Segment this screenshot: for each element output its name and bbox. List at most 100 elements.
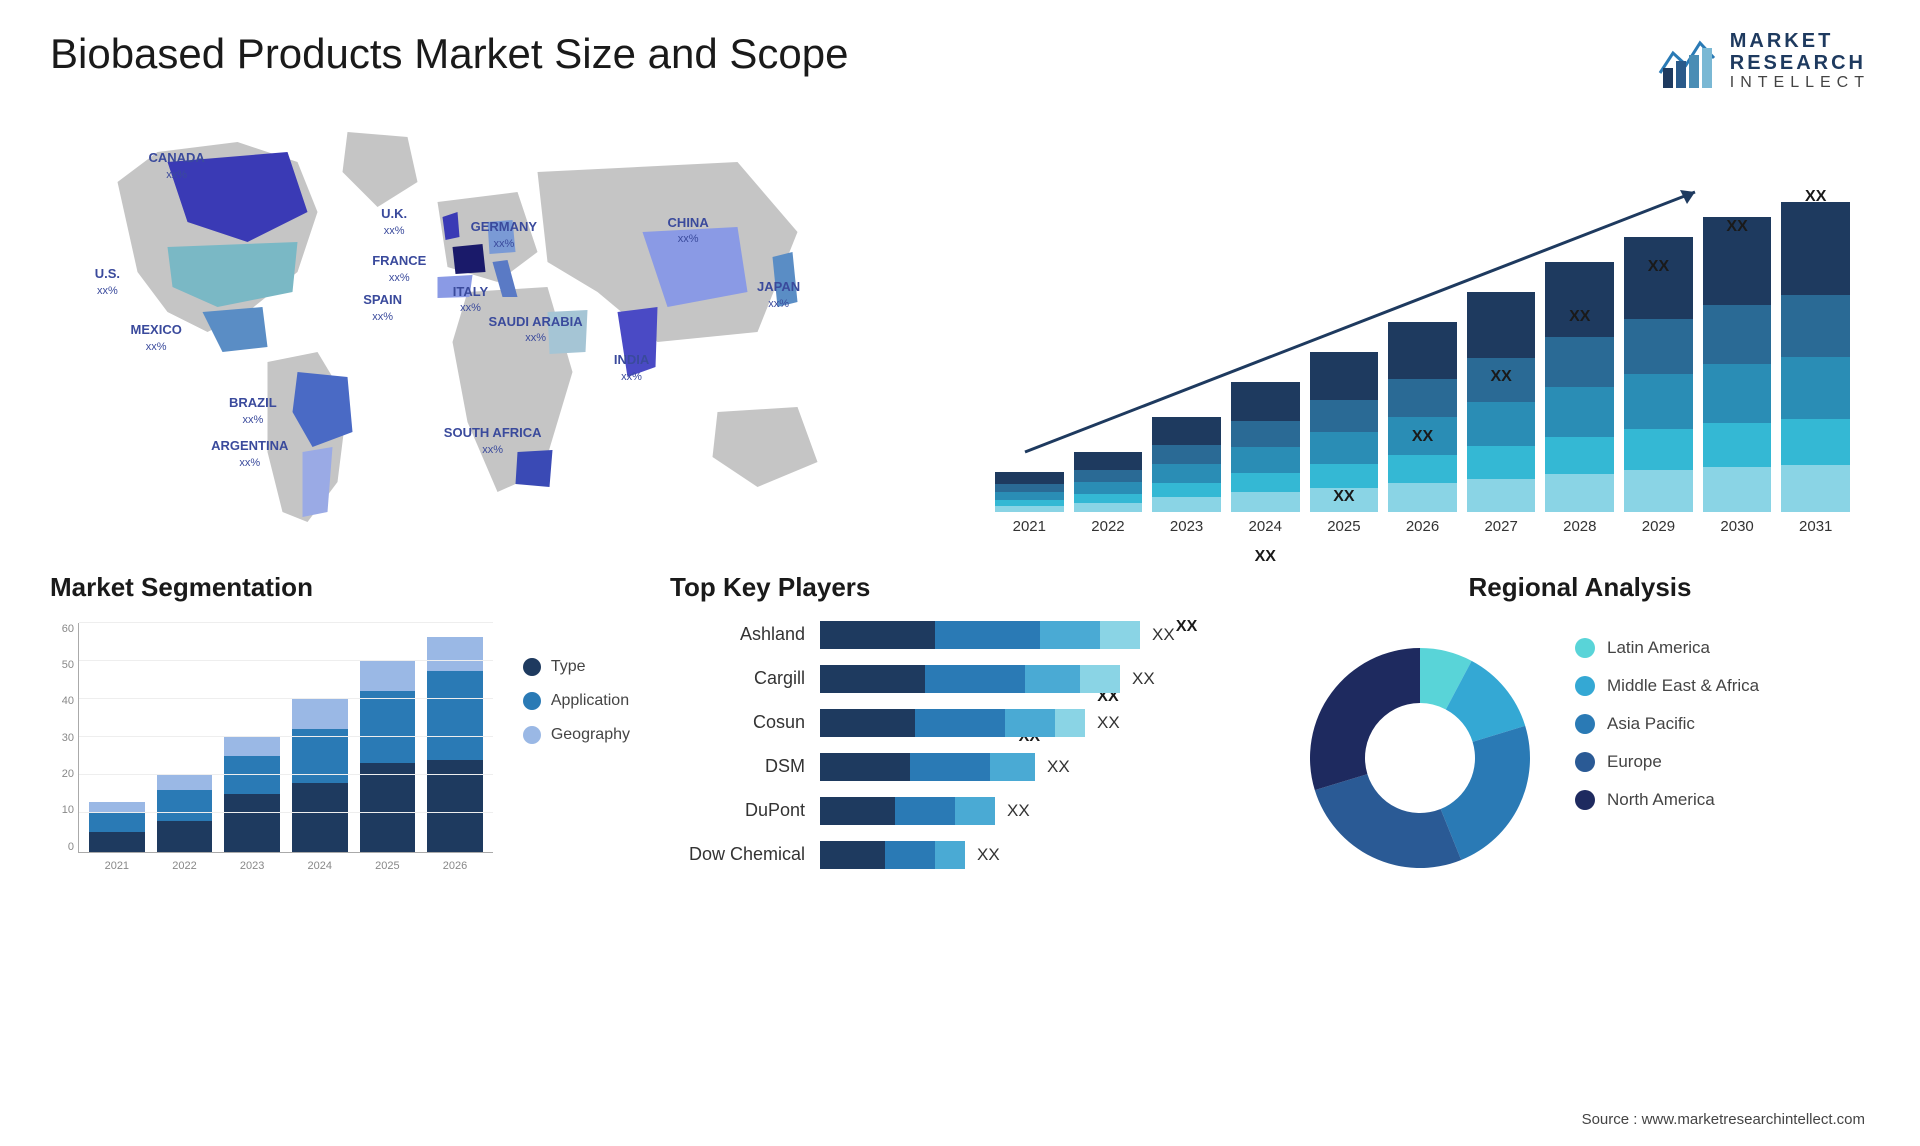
player-bar-segment	[915, 709, 1005, 737]
growth-bar: XX	[1310, 352, 1379, 512]
map-label: GERMANYxx%	[471, 219, 537, 251]
region-panel: Regional Analysis Latin America Middle E…	[1290, 572, 1870, 912]
growth-bar-segment	[1074, 503, 1143, 512]
growth-bar-value: XX	[1388, 428, 1457, 446]
legend-dot-icon	[1575, 676, 1595, 696]
player-bar-segment	[820, 797, 895, 825]
donut-slice	[1441, 725, 1530, 859]
growth-bar-segment	[1467, 292, 1536, 358]
map-label: ARGENTINAxx%	[211, 438, 288, 470]
growth-bar: XX	[1781, 202, 1850, 512]
region-legend-label: Middle East & Africa	[1607, 676, 1759, 696]
map-label: INDIAxx%	[614, 352, 649, 384]
seg-year-label: 2025	[360, 860, 416, 872]
legend-dot-icon	[1575, 714, 1595, 734]
seg-year-label: 2022	[157, 860, 213, 872]
region-title: Regional Analysis	[1290, 572, 1870, 603]
player-bar-segment	[1005, 709, 1055, 737]
growth-bar-segment	[1545, 437, 1614, 475]
growth-bar-segment	[1152, 417, 1221, 446]
player-bar	[820, 753, 1035, 781]
growth-bar-segment	[1310, 352, 1379, 400]
player-value: XX	[1132, 669, 1155, 689]
map-label: MEXICOxx%	[131, 322, 182, 354]
world-map-panel: CANADAxx%U.S.xx%MEXICOxx%BRAZILxx%ARGENT…	[50, 112, 945, 542]
logo-bars-icon	[1658, 33, 1718, 88]
growth-bar-value: XX	[1467, 368, 1536, 386]
growth-year-label: 2024	[1231, 518, 1300, 542]
region-legend-label: Asia Pacific	[1607, 714, 1695, 734]
source-text: Source : www.marketresearchintellect.com	[1582, 1111, 1865, 1128]
seg-bar	[224, 737, 280, 852]
growth-bar-segment	[1545, 474, 1614, 512]
map-label: FRANCExx%	[372, 253, 426, 285]
player-bar-segment	[1025, 665, 1080, 693]
growth-bar-segment	[1310, 432, 1379, 464]
player-name: Cosun	[670, 712, 820, 733]
legend-dot-icon	[1575, 790, 1595, 810]
logo-word-3: INTELLECT	[1730, 74, 1870, 92]
growth-bar-segment	[1467, 479, 1536, 512]
growth-bar-segment	[1152, 445, 1221, 464]
seg-bar-segment	[89, 832, 145, 851]
player-bar-segment	[925, 665, 1025, 693]
growth-bar-value: XX	[1545, 308, 1614, 326]
player-name: Dow Chemical	[670, 844, 820, 865]
player-bar-segment	[820, 665, 925, 693]
growth-year-label: 2023	[1152, 518, 1221, 542]
player-name: DSM	[670, 756, 820, 777]
player-bar	[820, 797, 995, 825]
player-bar-segment	[955, 797, 995, 825]
growth-bar-segment	[1703, 305, 1772, 364]
logo: MARKET RESEARCH INTELLECT	[1658, 30, 1870, 92]
player-bar-segment	[820, 709, 915, 737]
growth-bar-segment	[1074, 452, 1143, 470]
players-title: Top Key Players	[670, 572, 1250, 603]
player-row: Cargill XX	[670, 662, 1250, 696]
map-label: ITALYxx%	[453, 284, 488, 316]
growth-bar-segment	[1231, 447, 1300, 473]
map-label: CANADAxx%	[148, 150, 204, 182]
seg-legend-item: Application	[523, 692, 630, 710]
seg-bar	[427, 637, 483, 852]
region-legend-item: Europe	[1575, 752, 1759, 772]
growth-bar-segment	[1388, 322, 1457, 379]
growth-bar-segment	[1467, 402, 1536, 446]
seg-bar-segment	[224, 737, 280, 756]
growth-bar-segment	[1074, 482, 1143, 494]
seg-ytick: 40	[50, 695, 78, 707]
seg-legend-item: Geography	[523, 726, 630, 744]
map-label: SOUTH AFRICAxx%	[444, 425, 542, 457]
player-value: XX	[977, 845, 1000, 865]
growth-bar-segment	[1467, 446, 1536, 479]
growth-bar-segment	[1781, 465, 1850, 512]
growth-bar-segment	[1152, 464, 1221, 483]
player-value: XX	[1047, 757, 1070, 777]
growth-bar-segment	[1231, 421, 1300, 447]
growth-bar-value: XX	[1231, 548, 1300, 566]
growth-bar: XX	[1074, 452, 1143, 512]
map-label: SAUDI ARABIAxx%	[489, 314, 583, 346]
region-donut-chart	[1290, 628, 1550, 888]
growth-year-label: 2028	[1545, 518, 1614, 542]
page-title: Biobased Products Market Size and Scope	[50, 30, 848, 78]
growth-bar: XX	[1545, 262, 1614, 512]
growth-bar-segment	[995, 492, 1064, 500]
player-row: DuPont XX	[670, 794, 1250, 828]
seg-bar-segment	[427, 671, 483, 759]
growth-bar-segment	[1388, 379, 1457, 417]
growth-bar-segment	[1624, 374, 1693, 429]
player-bar	[820, 665, 1120, 693]
map-label: JAPANxx%	[757, 279, 800, 311]
growth-bar-segment	[1545, 387, 1614, 437]
growth-bar-segment	[1310, 464, 1379, 488]
legend-dot-icon	[523, 692, 541, 710]
player-bar-segment	[1080, 665, 1120, 693]
seg-year-label: 2023	[224, 860, 280, 872]
region-legend-item: North America	[1575, 790, 1759, 810]
map-label: BRAZILxx%	[229, 395, 277, 427]
seg-ytick: 50	[50, 659, 78, 671]
growth-bar-segment	[1388, 483, 1457, 512]
growth-bar-segment	[1624, 429, 1693, 470]
growth-bar-segment	[1074, 494, 1143, 503]
